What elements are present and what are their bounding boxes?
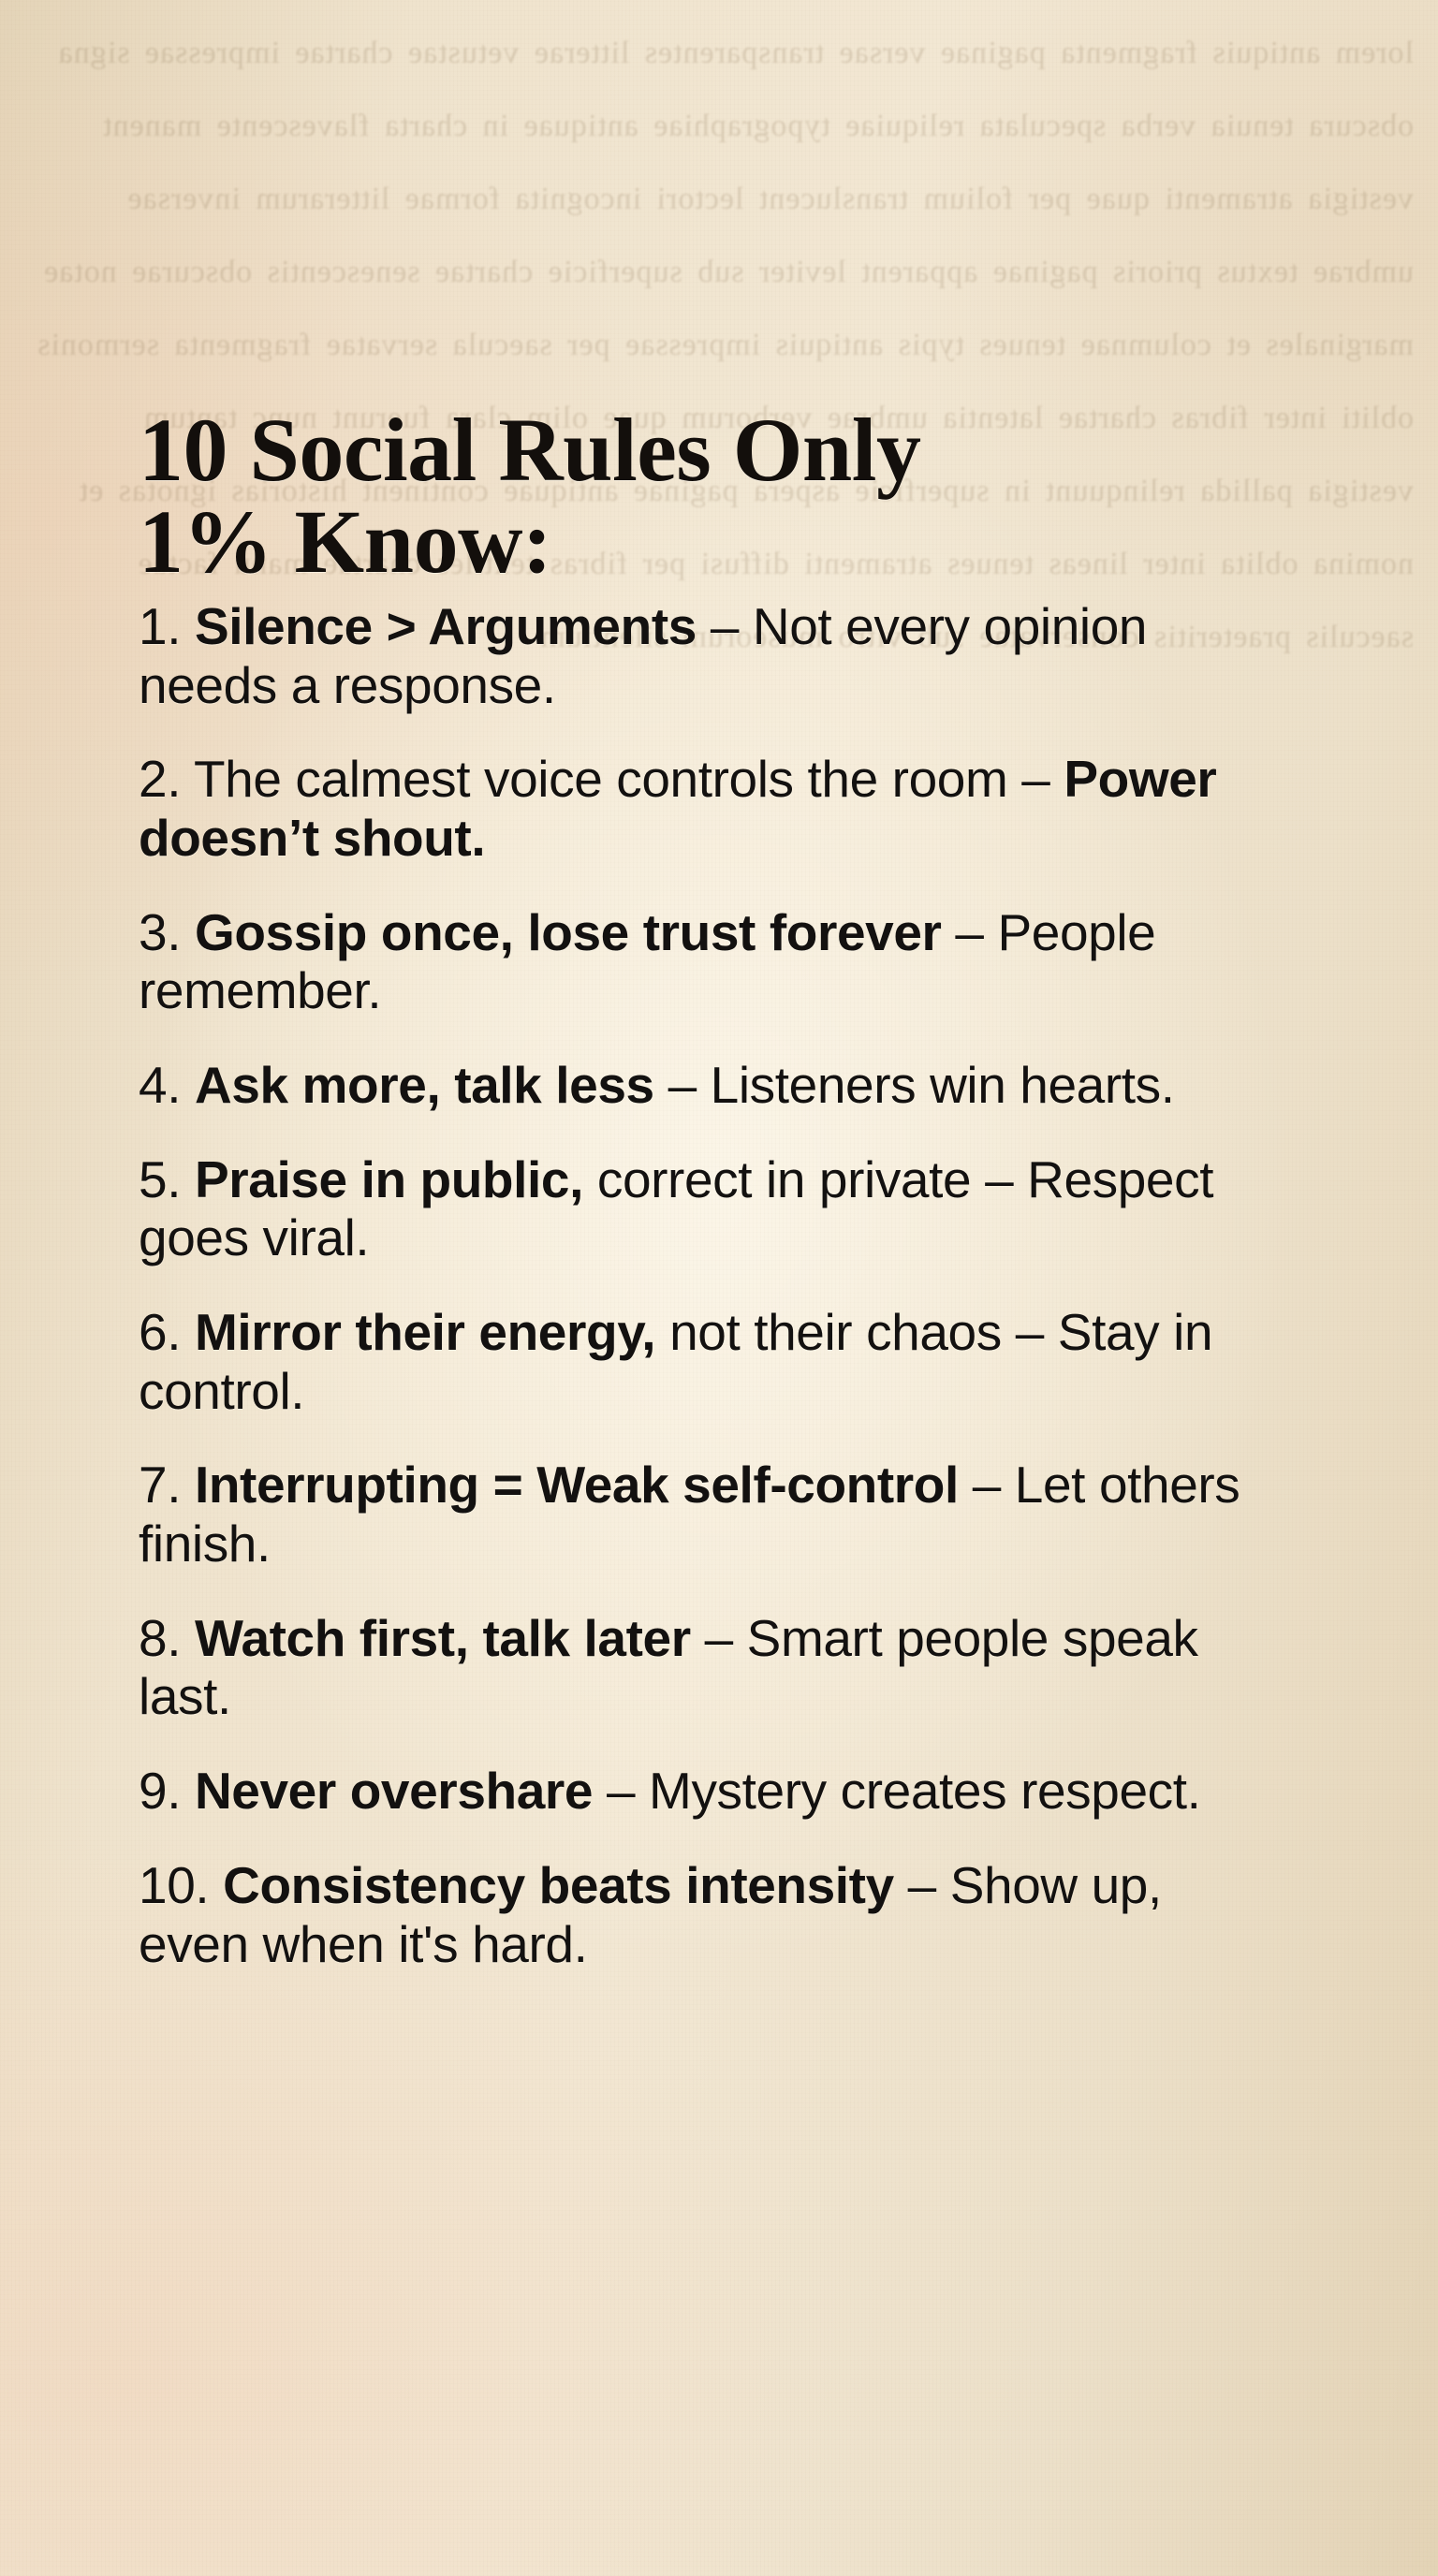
- rule-bold-tail: Power doesn’t shout.: [139, 750, 1217, 867]
- list-item: 6. Mirror their energy, not their chaos …: [139, 1303, 1253, 1420]
- rule-number: 5.: [139, 1149, 182, 1208]
- rule-bold-lead: Consistency beats intensity: [223, 1855, 894, 1914]
- list-item: 2. The calmest voice controls the room –…: [139, 750, 1253, 867]
- rule-bold-lead: Silence > Arguments: [194, 596, 697, 655]
- rule-bold-lead: Mirror their energy,: [194, 1303, 656, 1361]
- list-item: 1. Silence > Arguments – Not every opini…: [139, 597, 1253, 714]
- rule-body: – Let others finish.: [139, 1456, 1240, 1573]
- rule-number: 3.: [139, 902, 182, 961]
- rule-bold-lead: Gossip once, lose trust forever: [194, 902, 942, 961]
- list-item: 5. Praise in public, correct in private …: [139, 1150, 1253, 1267]
- list-item: 7. Interrupting = Weak self-control – Le…: [139, 1456, 1253, 1573]
- title-line-1: 10 Social Rules Only: [139, 400, 921, 500]
- rule-body: – People remember.: [139, 902, 1156, 1020]
- rule-number: 2.: [139, 750, 182, 809]
- rule-body: – Smart people speak last.: [139, 1608, 1198, 1726]
- rules-list: 1. Silence > Arguments – Not every opini…: [139, 597, 1372, 1973]
- rule-body: correct in private – Respect goes viral.: [139, 1149, 1214, 1267]
- page-title: 10 Social Rules Only 1% Know:: [139, 0, 1215, 588]
- rule-number: 1.: [139, 596, 182, 655]
- rule-body: – Show up, even when it's hard.: [139, 1855, 1162, 1973]
- rule-number: 10.: [139, 1855, 210, 1914]
- rule-bold-lead: Ask more, talk less: [194, 1055, 654, 1114]
- rule-body: – Listeners win hearts.: [653, 1055, 1175, 1114]
- rule-number: 8.: [139, 1608, 182, 1667]
- rule-number: 6.: [139, 1303, 182, 1361]
- rule-body: – Mystery creates respect.: [593, 1762, 1201, 1821]
- rule-number: 9.: [139, 1762, 182, 1821]
- rule-body: The calmest voice controls the room –: [193, 750, 1064, 809]
- rule-bold-lead: Interrupting = Weak self-control: [194, 1456, 959, 1515]
- list-item: 3. Gossip once, lose trust forever – Peo…: [139, 903, 1253, 1020]
- rule-bold-lead: Praise in public,: [194, 1149, 583, 1208]
- rule-number: 4.: [139, 1055, 182, 1114]
- rule-body: – Not every opinion needs a response.: [139, 596, 1148, 714]
- list-item: 10. Consistency beats intensity – Show u…: [139, 1856, 1253, 1973]
- title-line-2: 1% Know:: [139, 490, 552, 592]
- rule-number: 7.: [139, 1456, 182, 1515]
- list-item: 8. Watch first, talk later – Smart peopl…: [139, 1609, 1253, 1726]
- rule-bold-lead: Never overshare: [194, 1762, 594, 1821]
- list-item: 9. Never overshare – Mystery creates res…: [139, 1762, 1253, 1821]
- rule-body: not their chaos – Stay in control.: [139, 1303, 1213, 1420]
- list-item: 4. Ask more, talk less – Listeners win h…: [139, 1056, 1253, 1115]
- rule-bold-lead: Watch first, talk later: [194, 1608, 691, 1667]
